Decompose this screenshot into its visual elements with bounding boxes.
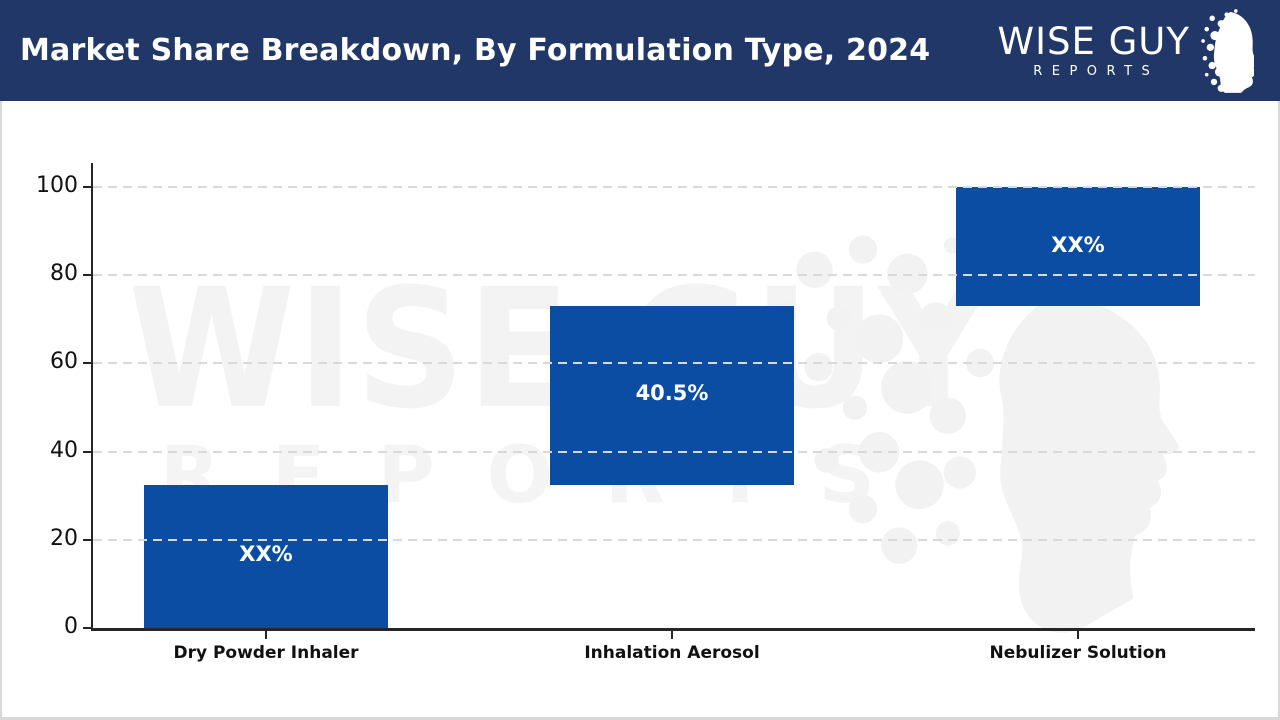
bar <box>144 484 388 628</box>
y-tick <box>83 538 91 541</box>
y-tick-label: 0 <box>64 614 78 639</box>
y-axis-spine <box>91 163 93 629</box>
wiseguy-logo: WISE GUY REPORTS <box>998 8 1254 94</box>
y-tick <box>83 274 91 277</box>
logo-wordmark-line2: REPORTS <box>1033 63 1160 79</box>
y-tick-label: 40 <box>50 437 78 463</box>
logo-face-icon <box>1201 8 1254 93</box>
y-tick <box>83 186 91 188</box>
gridline <box>93 362 1255 365</box>
gridline <box>93 450 1255 453</box>
logo-wordmark: WISE GUY REPORTS <box>998 23 1190 79</box>
y-tick <box>83 450 91 453</box>
gridline <box>93 186 1255 188</box>
header-bar: Market Share Breakdown, By Formulation T… <box>0 0 1280 101</box>
x-axis-line <box>91 628 1255 631</box>
chart-region: WISE GUY REPORTS 0 20 40 60 80 100 XX% Dry Powd… <box>0 101 1280 720</box>
bar-value-label: XX% <box>239 542 293 567</box>
y-tick <box>83 627 91 629</box>
logo-wordmark-line1: WISE GUY <box>997 19 1190 63</box>
y-tick-label: 80 <box>50 261 78 287</box>
x-tick-label: Nebulizer Solution <box>989 643 1167 663</box>
bar <box>550 306 794 485</box>
x-tick <box>265 631 267 639</box>
x-tick <box>1077 631 1079 639</box>
gridline <box>93 538 1255 541</box>
y-tick-label: 60 <box>50 349 78 375</box>
bar-value-label: XX% <box>1051 232 1105 257</box>
y-tick-label: 100 <box>36 173 78 198</box>
y-tick-label: 20 <box>50 525 78 551</box>
gridline <box>93 274 1255 277</box>
bar-value-label: 40.5% <box>635 381 709 406</box>
x-tick-label: Inhalation Aerosol <box>584 643 760 663</box>
y-tick <box>83 362 91 365</box>
page-title: Market Share Breakdown, By Formulation T… <box>20 33 931 68</box>
bar <box>956 187 1200 307</box>
x-tick <box>671 631 673 639</box>
x-tick-label: Dry Powder Inhaler <box>173 643 359 663</box>
